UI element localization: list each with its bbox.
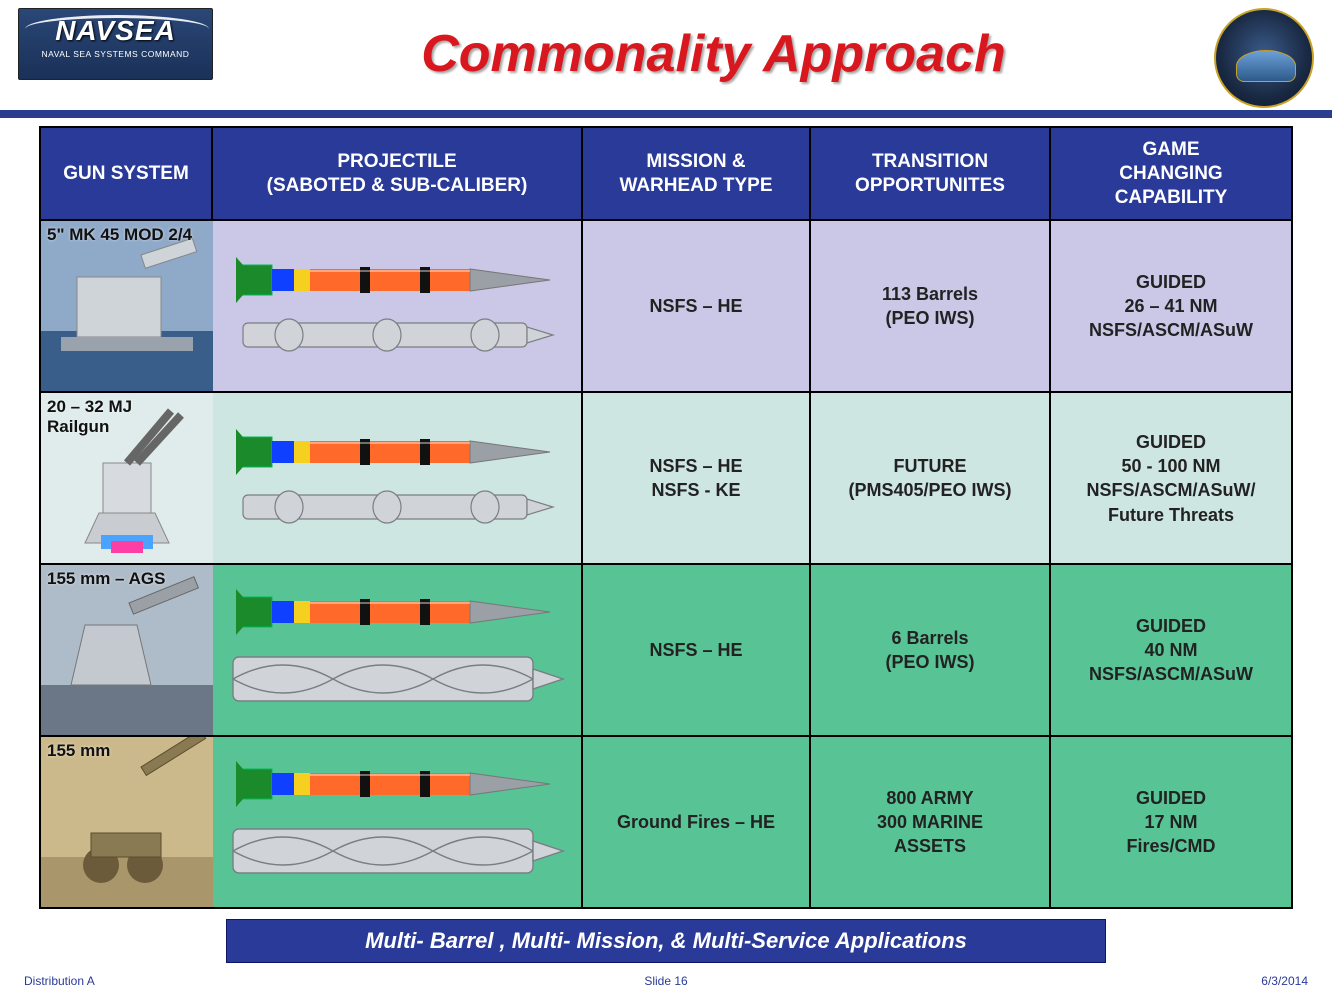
gun-label: 20 – 32 MJRailgun bbox=[47, 397, 132, 436]
mission-cell: NSFS – HENSFS - KE bbox=[582, 392, 810, 564]
gun-system-cell: 5" MK 45 MOD 2/4 bbox=[40, 220, 212, 392]
commonality-table: GUN SYSTEM PROJECTILE(SABOTED & SUB-CALI… bbox=[39, 126, 1293, 909]
header: NAVSEA NAVAL SEA SYSTEMS COMMAND Commona… bbox=[0, 0, 1332, 110]
navsea-logo: NAVSEA NAVAL SEA SYSTEMS COMMAND bbox=[18, 8, 213, 80]
mission-cell: Ground Fires – HE bbox=[582, 736, 810, 908]
gun-system-cell: 155 mm – AGS bbox=[40, 564, 212, 736]
mission-cell: NSFS – HE bbox=[582, 220, 810, 392]
projectile-cell bbox=[212, 736, 582, 908]
table-row: 155 mm – AGS NSFS – HE6 Barrels(PEO IWS)… bbox=[40, 564, 1292, 736]
gun-label: 155 mm – AGS bbox=[47, 569, 165, 589]
capability-cell: GUIDED17 NMFires/CMD bbox=[1050, 736, 1292, 908]
gun-system-cell: 155 mm bbox=[40, 736, 212, 908]
projectile-cell bbox=[212, 564, 582, 736]
divider bbox=[0, 110, 1332, 118]
capability-cell: GUIDED40 NMNSFS/ASCM/ASuW bbox=[1050, 564, 1292, 736]
railgun-seal-icon bbox=[1214, 8, 1314, 108]
logo-subtext: NAVAL SEA SYSTEMS COMMAND bbox=[19, 49, 212, 59]
page-title: Commonality Approach bbox=[213, 24, 1214, 84]
transition-cell: 6 Barrels(PEO IWS) bbox=[810, 564, 1050, 736]
table-row: 20 – 32 MJRailgun NSFS – HENSFS - KEFUTU… bbox=[40, 392, 1292, 564]
th-transition: TRANSITIONOPPORTUNITES bbox=[810, 127, 1050, 220]
footer-date: 6/3/2014 bbox=[1261, 974, 1308, 988]
capability-cell: GUIDED26 – 41 NMNSFS/ASCM/ASuW bbox=[1050, 220, 1292, 392]
gun-label: 5" MK 45 MOD 2/4 bbox=[47, 225, 192, 245]
transition-cell: 800 ARMY300 MARINEASSETS bbox=[810, 736, 1050, 908]
projectile-cell bbox=[212, 220, 582, 392]
capability-cell: GUIDED50 - 100 NMNSFS/ASCM/ASuW/Future T… bbox=[1050, 392, 1292, 564]
gun-system-cell: 20 – 32 MJRailgun bbox=[40, 392, 212, 564]
transition-cell: FUTURE(PMS405/PEO IWS) bbox=[810, 392, 1050, 564]
mission-cell: NSFS – HE bbox=[582, 564, 810, 736]
footer-bar: Multi- Barrel , Multi- Mission, & Multi-… bbox=[226, 919, 1106, 963]
th-capability: GAMECHANGINGCAPABILITY bbox=[1050, 127, 1292, 220]
footer-distribution: Distribution A bbox=[24, 974, 95, 988]
table-row: 155 mm Ground Fires – HE800 ARMY300 MARI… bbox=[40, 736, 1292, 908]
th-projectile: PROJECTILE(SABOTED & SUB-CALIBER) bbox=[212, 127, 582, 220]
table-row: 5" MK 45 MOD 2/4 NSFS – HE113 Barrels(PE… bbox=[40, 220, 1292, 392]
th-gun: GUN SYSTEM bbox=[40, 127, 212, 220]
footer-slide: Slide 16 bbox=[644, 974, 687, 988]
gun-label: 155 mm bbox=[47, 741, 110, 761]
th-mission: MISSION &WARHEAD TYPE bbox=[582, 127, 810, 220]
transition-cell: 113 Barrels(PEO IWS) bbox=[810, 220, 1050, 392]
projectile-cell bbox=[212, 392, 582, 564]
table-header-row: GUN SYSTEM PROJECTILE(SABOTED & SUB-CALI… bbox=[40, 127, 1292, 220]
